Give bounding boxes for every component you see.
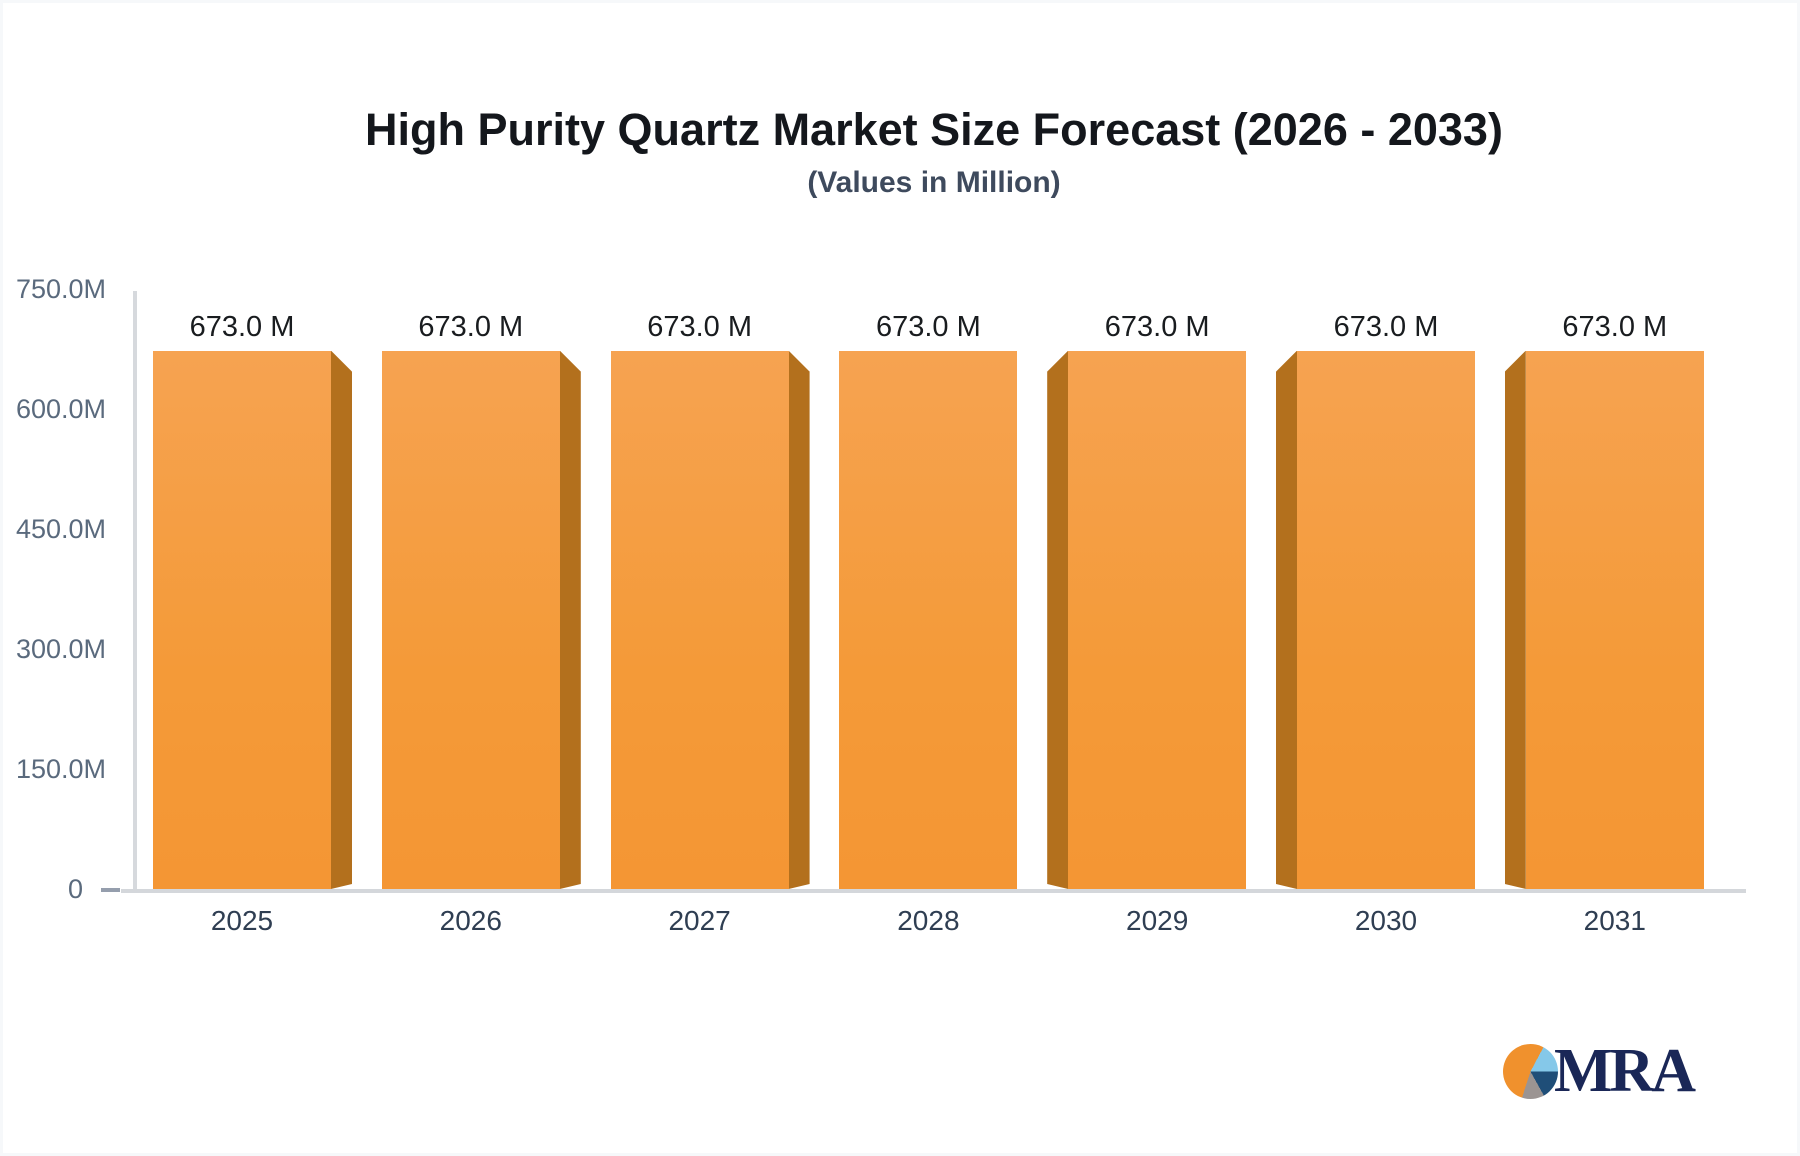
y-tick-label: 0 (67, 874, 83, 904)
mra-pie-chart-icon (1503, 1043, 1558, 1099)
bar-side-face (560, 351, 581, 889)
bar-side-face (1047, 351, 1068, 889)
bar-value-label: 673.0 M (418, 310, 524, 343)
bar-side-face (789, 351, 810, 889)
chart-header: High Purity Quartz Market Size Forecast … (65, 103, 1797, 201)
bar-value-label: 673.0 M (1562, 310, 1668, 343)
bar-face (153, 350, 331, 889)
bar-face (1068, 350, 1247, 889)
x-tick-label: 2030 (1354, 905, 1418, 936)
x-tick-label: 2026 (439, 905, 502, 936)
bar-value-label: 673.0 M (1333, 310, 1439, 343)
chart-subtitle: (Values in Million) (807, 166, 1061, 199)
x-axis-line (121, 889, 1746, 893)
y-tick-label: 750.0M (15, 274, 106, 304)
y-tick-label: 300.0M (15, 634, 106, 664)
bar-face (1525, 350, 1704, 889)
y-tick-label: 600.0M (15, 394, 106, 424)
x-tick-label: 2025 (210, 905, 274, 936)
bar-face (610, 350, 789, 889)
bar-value-label: 673.0 M (647, 310, 752, 343)
bar-face (381, 350, 560, 889)
bar-side-face (1276, 351, 1297, 889)
y-axis-line (133, 291, 137, 892)
chart-title: High Purity Quartz Market Size Forecast … (365, 104, 1503, 155)
y-tick-label: 450.0M (15, 514, 106, 544)
bar-value-label: 673.0 M (1104, 310, 1210, 343)
x-tick-label: 2029 (1126, 905, 1189, 936)
mra-logo: MRA (1503, 1037, 1696, 1105)
bar-side-face (331, 351, 352, 889)
bar-face (839, 350, 1018, 889)
x-tick-label: 2028 (897, 905, 960, 936)
bar-value-label: 673.0 M (875, 310, 981, 343)
y-tick-label: 150.0M (15, 754, 106, 784)
x-tick-label: 2031 (1583, 905, 1646, 936)
mra-logo-text: MRA (1554, 1037, 1696, 1105)
bar-side-face (1505, 351, 1526, 889)
bar-face (1297, 350, 1475, 889)
x-tick-label: 2027 (668, 905, 731, 936)
bar-value-label: 673.0 M (189, 310, 295, 343)
zero-tick-mark (101, 888, 120, 892)
